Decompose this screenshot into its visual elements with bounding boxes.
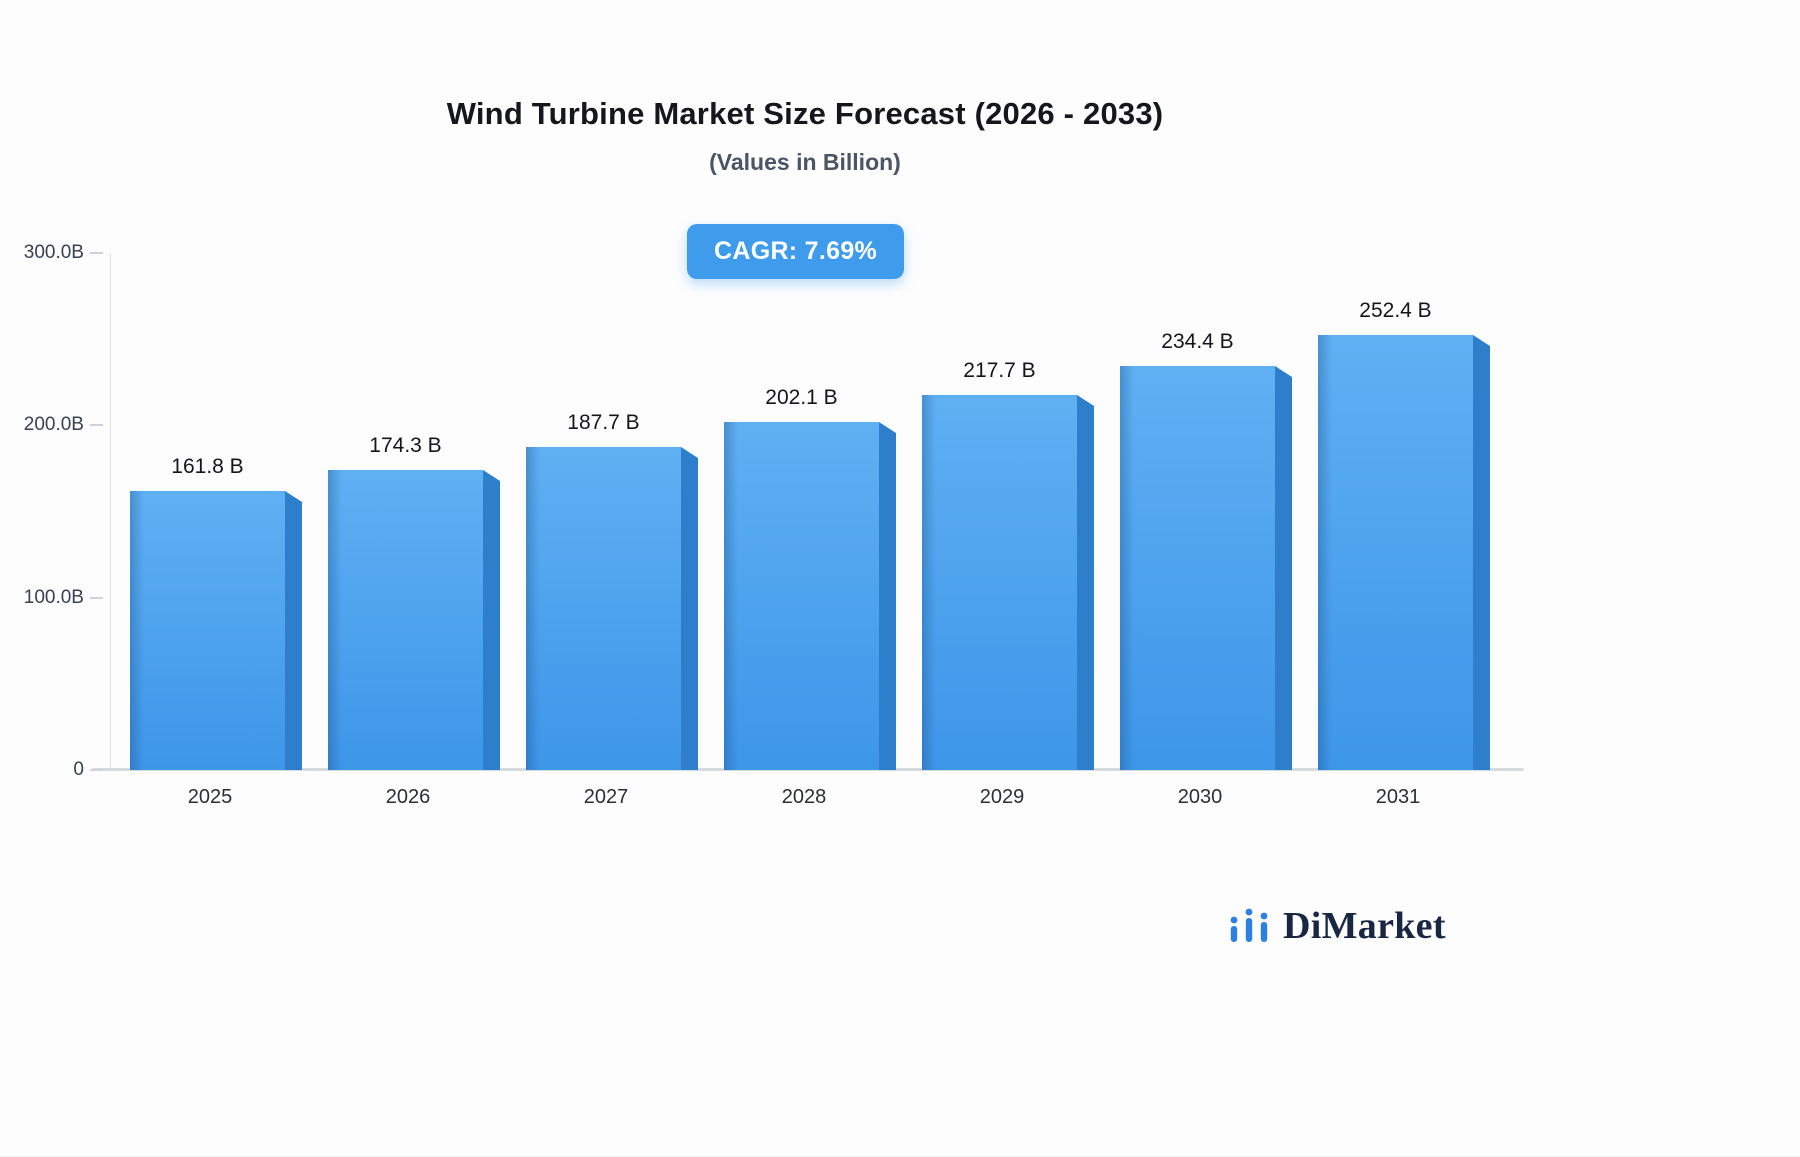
bar-side-face bbox=[1077, 395, 1094, 770]
brand-logo: DiMarket bbox=[1226, 903, 1446, 949]
y-axis-tick bbox=[90, 252, 103, 254]
bar-side-face bbox=[483, 470, 500, 770]
bar-front-face bbox=[526, 447, 681, 770]
bar-side-face bbox=[1473, 335, 1490, 770]
cagr-badge: CAGR: 7.69% bbox=[687, 224, 905, 279]
bar-front-face bbox=[1318, 335, 1473, 770]
y-axis-label: 100.0B bbox=[23, 586, 84, 608]
bar-2028[interactable]: 202.1 B bbox=[724, 386, 896, 770]
bar-value-label: 202.1 B bbox=[765, 386, 838, 409]
chart-subtitle: (Values in Billion) bbox=[709, 149, 901, 175]
bar-2029[interactable]: 217.7 B bbox=[922, 359, 1094, 770]
bar-2030[interactable]: 234.4 B bbox=[1120, 330, 1292, 770]
x-axis-label: 2030 bbox=[1177, 786, 1223, 808]
bar-value-label: 161.8 B bbox=[171, 455, 244, 478]
x-axis-label: 2025 bbox=[187, 786, 233, 808]
bar-front-face bbox=[130, 491, 285, 770]
x-axis-label: 2031 bbox=[1375, 786, 1421, 808]
x-axis-label: 2027 bbox=[583, 786, 629, 808]
bar-chart-icon bbox=[1230, 908, 1268, 942]
y-axis-tick bbox=[90, 424, 103, 427]
bar-front-face bbox=[922, 395, 1077, 770]
y-axis-tick bbox=[90, 596, 103, 599]
bar-front-face bbox=[1120, 366, 1275, 770]
chart-title: Wind Turbine Market Size Forecast (2026 … bbox=[446, 96, 1164, 131]
brand-logo-text: DiMarket bbox=[1283, 905, 1446, 947]
y-axis-tick bbox=[90, 769, 103, 771]
bar-side-face bbox=[1275, 366, 1292, 770]
bar-side-face bbox=[879, 422, 896, 770]
bar-side-face bbox=[285, 491, 302, 770]
bar-value-label: 174.3 B bbox=[369, 434, 442, 457]
bar-value-label: 234.4 B bbox=[1161, 330, 1234, 353]
x-axis-label: 2028 bbox=[781, 786, 827, 808]
bar-2027[interactable]: 187.7 B bbox=[526, 411, 698, 770]
y-axis-label: 200.0B bbox=[23, 414, 84, 436]
bar-value-label: 217.7 B bbox=[963, 359, 1036, 382]
bar-2025[interactable]: 161.8 B bbox=[130, 455, 302, 770]
y-axis-label: 0 bbox=[73, 759, 84, 780]
x-axis-label: 2026 bbox=[385, 786, 431, 808]
y-axis-label: 300.0B bbox=[23, 242, 84, 263]
bar-value-label: 187.7 B bbox=[567, 411, 640, 434]
bar-side-face bbox=[681, 447, 698, 770]
bar-front-face bbox=[724, 422, 879, 770]
bar-2026[interactable]: 174.3 B bbox=[328, 434, 500, 770]
bar-value-label: 252.4 B bbox=[1359, 299, 1432, 322]
bar-front-face bbox=[328, 470, 483, 770]
bar-2031[interactable]: 252.4 B bbox=[1318, 299, 1490, 770]
x-axis-label: 2029 bbox=[979, 786, 1025, 808]
y-axis-line bbox=[110, 253, 111, 770]
